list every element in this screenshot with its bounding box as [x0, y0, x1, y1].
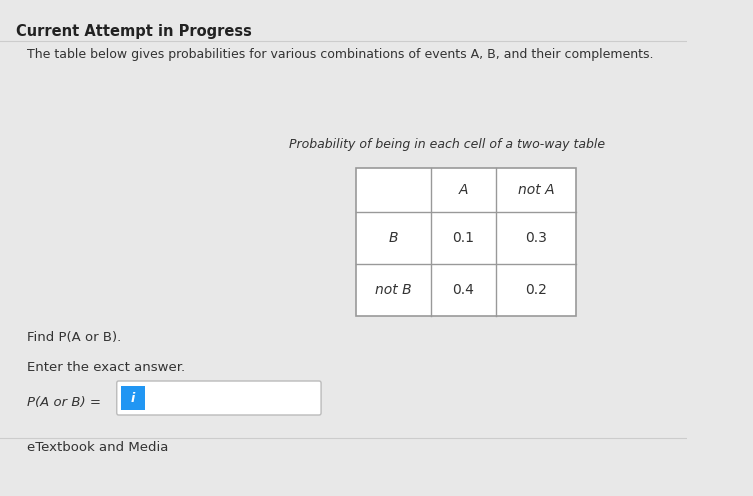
Text: i: i [131, 391, 136, 405]
Text: The table below gives probabilities for various combinations of events A, B, and: The table below gives probabilities for … [27, 48, 654, 61]
Text: 0.2: 0.2 [526, 283, 547, 297]
Bar [121, 386, 145, 410]
Text: P(A or B) =: P(A or B) = [27, 396, 102, 409]
Text: Enter the exact answer.: Enter the exact answer. [27, 361, 185, 374]
Text: 0.3: 0.3 [526, 231, 547, 245]
Text: Find P(A or B).: Find P(A or B). [27, 331, 122, 344]
Text: not A: not A [518, 183, 555, 197]
Text: 0.4: 0.4 [453, 283, 474, 297]
FancyBboxPatch shape [117, 381, 321, 415]
Text: 0.1: 0.1 [453, 231, 474, 245]
Bar [355, 168, 577, 316]
Text: Probability of being in each cell of a two-way table: Probability of being in each cell of a t… [289, 138, 605, 151]
Text: Current Attempt in Progress: Current Attempt in Progress [17, 24, 252, 39]
Text: A: A [459, 183, 468, 197]
Text: B: B [389, 231, 398, 245]
Text: eTextbook and Media: eTextbook and Media [27, 441, 169, 454]
Text: not B: not B [375, 283, 411, 297]
